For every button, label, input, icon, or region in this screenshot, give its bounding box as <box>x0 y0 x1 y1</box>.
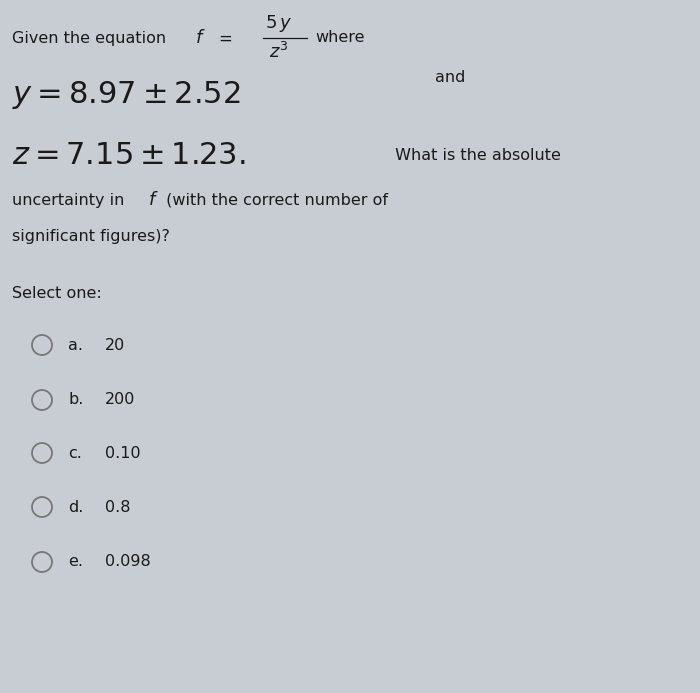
Text: b.: b. <box>68 392 83 407</box>
Text: What is the absolute: What is the absolute <box>390 148 561 162</box>
Text: e.: e. <box>68 554 83 570</box>
Text: $f$: $f$ <box>195 29 206 47</box>
Text: $5\,y$: $5\,y$ <box>265 13 292 35</box>
Text: 20: 20 <box>105 337 125 353</box>
Text: where: where <box>315 30 365 46</box>
Text: $y=8.97\pm2.52$: $y=8.97\pm2.52$ <box>12 79 241 111</box>
Text: $f$: $f$ <box>148 191 159 209</box>
Text: $z^3$: $z^3$ <box>269 42 288 62</box>
Text: $z=7.15\pm1.23.$: $z=7.15\pm1.23.$ <box>12 141 246 170</box>
Text: 0.10: 0.10 <box>105 446 141 461</box>
Text: Given the equation: Given the equation <box>12 30 172 46</box>
Text: and: and <box>435 69 466 85</box>
Text: 0.098: 0.098 <box>105 554 150 570</box>
Text: 200: 200 <box>105 392 135 407</box>
Text: 0.8: 0.8 <box>105 500 130 514</box>
Text: $=$: $=$ <box>215 29 232 47</box>
Text: uncertainty in: uncertainty in <box>12 193 130 207</box>
Text: significant figures)?: significant figures)? <box>12 229 170 245</box>
Text: d.: d. <box>68 500 83 514</box>
Text: a.: a. <box>68 337 83 353</box>
Text: (with the correct number of: (with the correct number of <box>161 193 388 207</box>
Text: Select one:: Select one: <box>12 286 102 301</box>
Text: c.: c. <box>68 446 82 461</box>
